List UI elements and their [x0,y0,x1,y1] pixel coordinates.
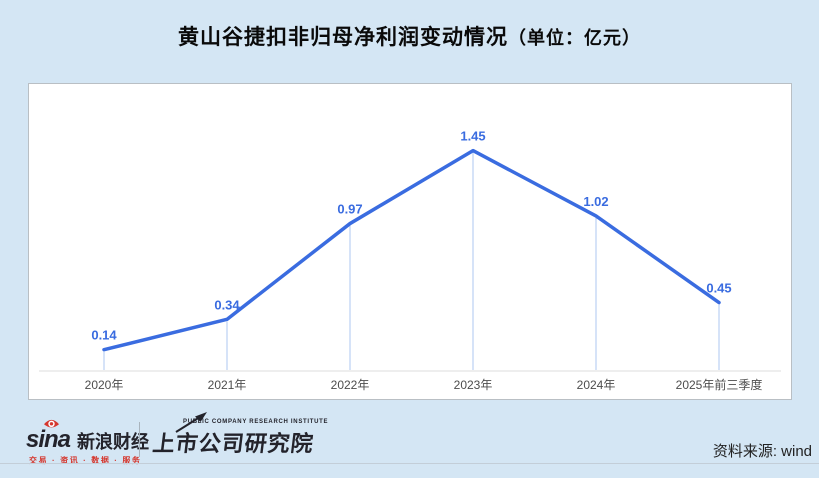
footer: sina 新浪财经 交易 · 资讯 · 数据 · 服务 PUBLIC COMPA… [0,412,819,466]
sina-finance-cn: 新浪财经 [77,432,150,453]
chart-title-unit: （单位：亿元） [508,28,641,48]
bottom-divider [0,463,819,464]
institute-name-cn: 上市公司研究院 [151,431,316,456]
institute-name-en: PUBLIC COMPANY RESEARCH INSTITUTE [183,419,329,425]
x-tick-label: 2020年 [85,378,124,392]
sina-tagline: 交易 · 资讯 · 数据 · 服务 [29,456,142,465]
x-tick-label: 2021年 [208,378,247,392]
x-tick-label: 2023年 [454,378,493,392]
profit-line-chart: 0.14 0.34 0.97 1.45 1.02 0.45 2020年 2021年 2022年 2… [39,129,781,392]
logo-divider [139,422,140,457]
x-tick-label: 2022年 [331,378,370,392]
data-source-label: 资料来源: wind [712,443,812,460]
chart-panel: 0.14 0.34 0.97 1.45 1.02 0.45 2020年 2021年 2022年 2… [28,83,792,400]
value-label: 1.45 [460,129,485,144]
profit-line [102,148,721,352]
x-tick-label: 2025年前三季度 [676,377,763,392]
value-label: 0.14 [91,328,117,343]
value-label: 0.97 [337,202,362,217]
chart-title-main: 黄山谷捷扣非归母净利润变动情况 [178,26,508,49]
value-label: 1.02 [583,194,608,209]
research-institute-logo: PUBLIC COMPANY RESEARCH INSTITUTE 上市公司研究… [151,412,329,458]
sina-eye-icon [44,419,59,428]
arrow-up-icon [175,412,207,433]
sina-wordmark: sina [26,426,71,453]
value-label: 0.45 [706,281,731,296]
sina-finance-logo: sina 新浪财经 交易 · 资讯 · 数据 · 服务 [26,419,150,466]
value-label: 0.34 [214,297,240,312]
x-tick-label: 2024年 [577,378,616,392]
chart-title: 黄山谷捷扣非归母净利润变动情况（单位：亿元） [0,21,819,51]
